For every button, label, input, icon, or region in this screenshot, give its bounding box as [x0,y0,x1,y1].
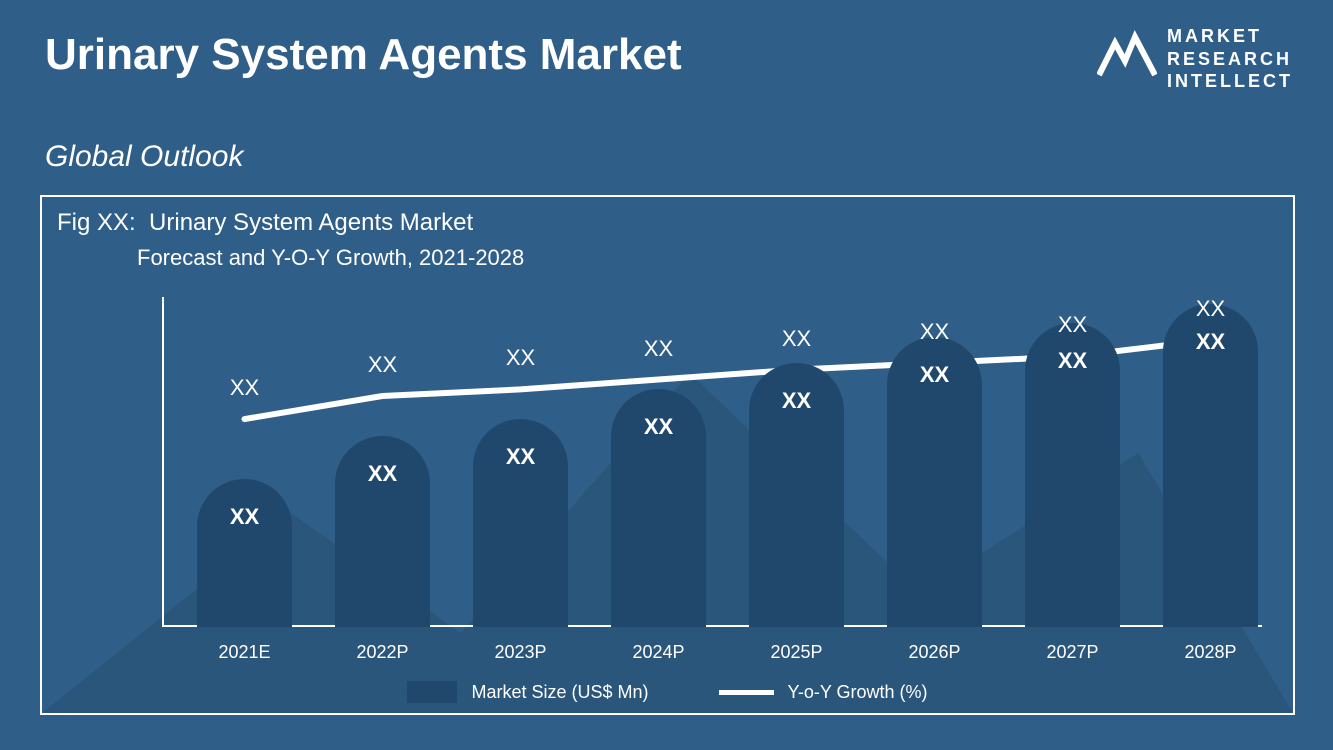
bar-value-label: XX [335,461,430,487]
line-value-label: XX [920,319,949,345]
bar: XX [887,337,982,627]
logo-line2: RESEARCH [1167,48,1293,71]
x-tick-label: 2026P [908,642,960,663]
bar-value-label: XX [1025,348,1120,374]
bar-value-label: XX [611,414,706,440]
bar-value-label: XX [473,444,568,470]
brand-logo: MARKET RESEARCH INTELLECT [1097,25,1293,93]
x-tick-label: 2025P [770,642,822,663]
chart-legend: Market Size (US$ Mn) Y-o-Y Growth (%) [42,681,1293,703]
line-value-label: XX [1196,296,1225,322]
legend-line-label: Y-o-Y Growth (%) [788,682,928,703]
fig-title: Urinary System Agents Market [149,209,473,236]
chart-container: Fig XX: Urinary System Agents Market For… [40,195,1295,715]
x-tick-row: 2021E 2022P 2023P 2024P 2025P 2026P 2027P 2028P [162,642,1262,672]
legend-line: Y-o-Y Growth (%) [719,682,928,703]
bar-value-label: XX [887,362,982,388]
x-tick-label: 2024P [632,642,684,663]
subtitle: Global Outlook [45,140,243,174]
bar-value-label: XX [749,388,844,414]
plot-area: XX XX XX XX XX XX XX XX XX XX XX XX XX XX XX XX [162,297,1262,627]
bar-value-label: XX [197,504,292,530]
bar: XX [197,479,292,628]
figure-subtitle: Forecast and Y-O-Y Growth, 2021-2028 [137,245,524,271]
logo-text: MARKET RESEARCH INTELLECT [1167,25,1293,93]
x-tick-label: 2028P [1184,642,1236,663]
x-tick-label: 2021E [218,642,270,663]
bar: XX [1163,304,1258,627]
legend-bar-swatch [407,681,457,703]
line-value-label: XX [368,352,397,378]
x-tick-label: 2027P [1046,642,1098,663]
bar: XX [473,419,568,627]
fig-prefix: Fig XX: [57,209,136,236]
legend-bar: Market Size (US$ Mn) [407,681,648,703]
line-value-label: XX [506,345,535,371]
logo-line3: INTELLECT [1167,70,1293,93]
logo-icon [1097,25,1157,80]
logo-line1: MARKET [1167,25,1293,48]
legend-line-swatch [719,690,774,695]
bar: XX [611,389,706,627]
page-title: Urinary System Agents Market [45,30,682,80]
bar: XX [335,436,430,627]
line-value-label: XX [1058,312,1087,338]
line-value-label: XX [782,326,811,352]
legend-bar-label: Market Size (US$ Mn) [471,682,648,703]
figure-label: Fig XX: Urinary System Agents Market [57,209,473,237]
x-tick-label: 2023P [494,642,546,663]
x-tick-label: 2022P [356,642,408,663]
bar-value-label: XX [1163,329,1258,355]
line-value-label: XX [644,336,673,362]
bar: XX [1025,323,1120,627]
line-value-label: XX [230,375,259,401]
bar: XX [749,363,844,627]
